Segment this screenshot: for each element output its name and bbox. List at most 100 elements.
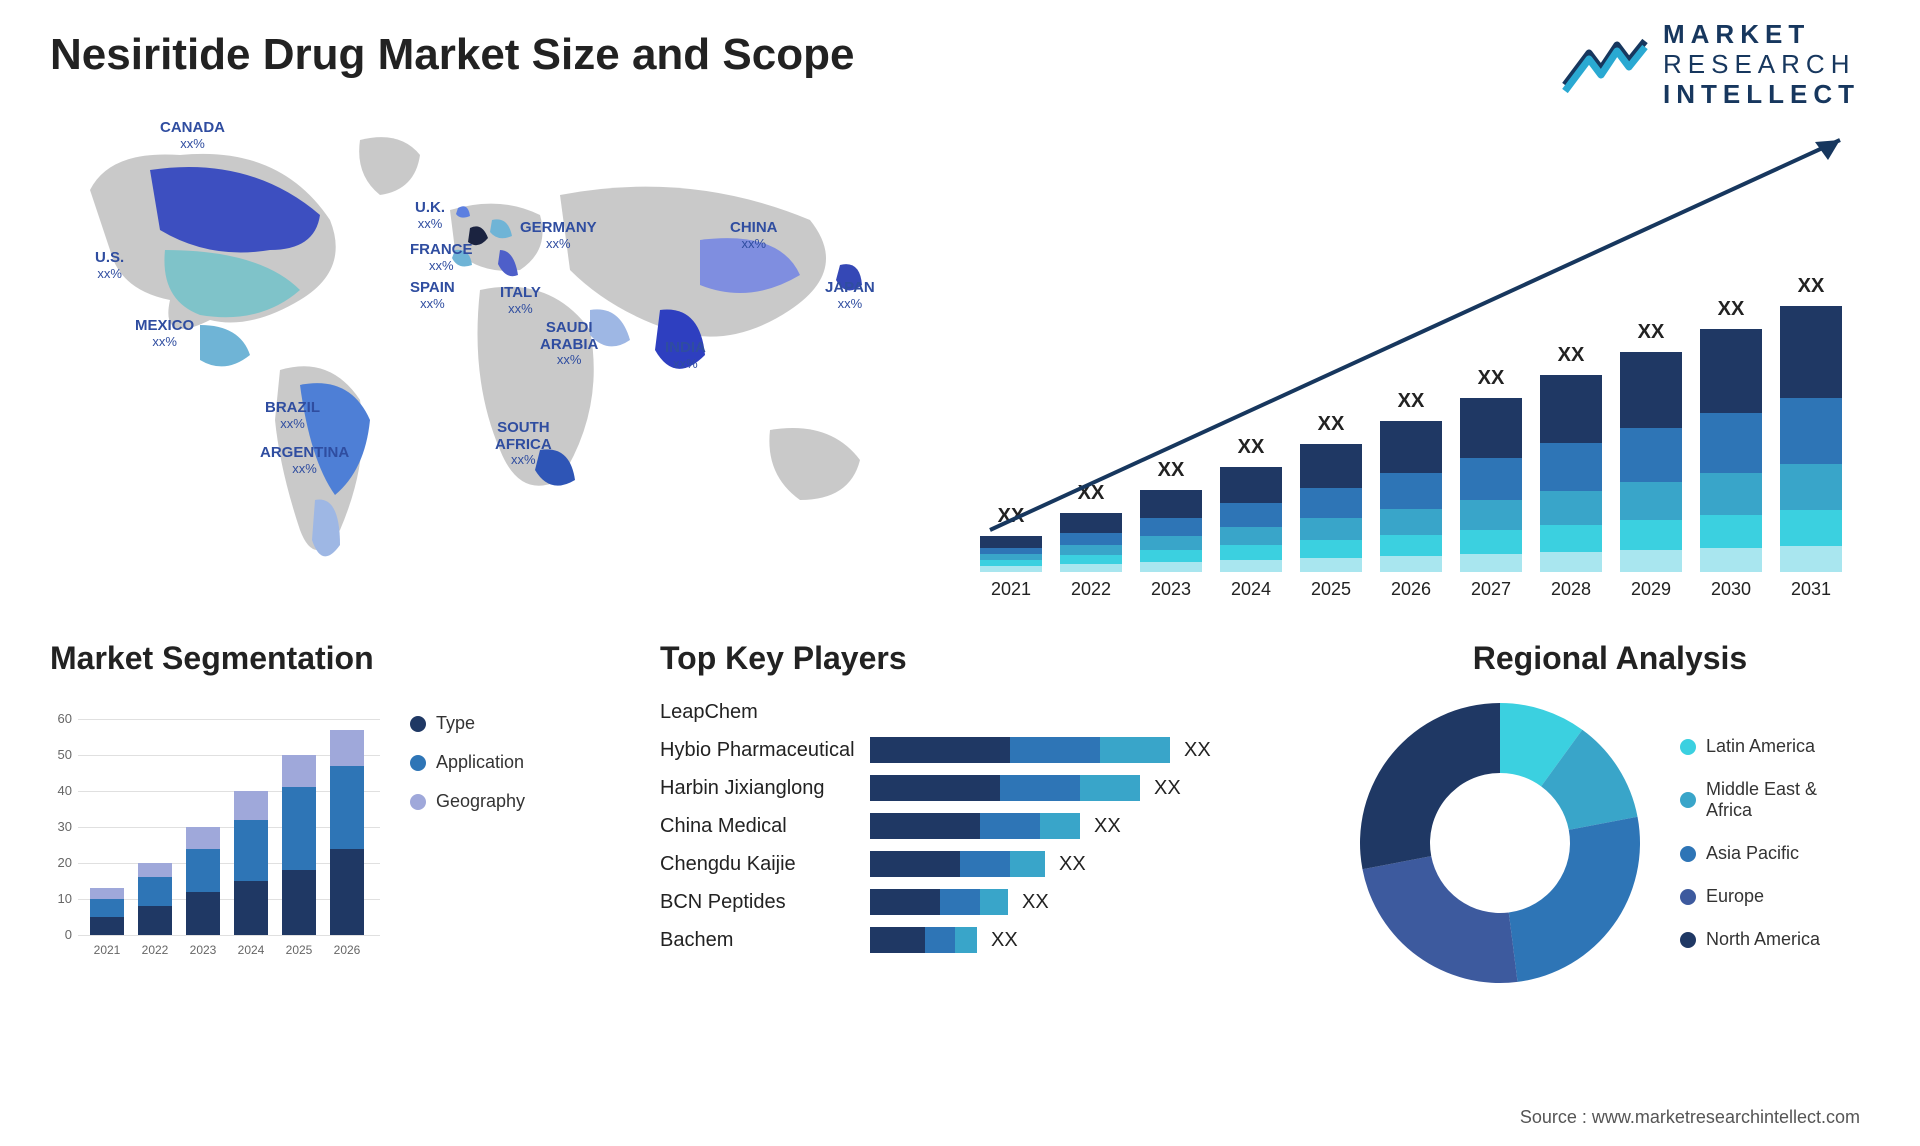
growth-bar-segment bbox=[1620, 550, 1682, 572]
segmentation-title: Market Segmentation bbox=[50, 640, 610, 677]
player-bar-segment bbox=[1010, 851, 1045, 877]
growth-bar-segment bbox=[1620, 352, 1682, 428]
seg-bar-segment bbox=[186, 849, 220, 892]
brand-logo: MARKET RESEARCH INTELLECT bbox=[1561, 20, 1860, 110]
growth-bar-year: 2024 bbox=[1220, 579, 1282, 600]
growth-bar-segment bbox=[1540, 375, 1602, 443]
seg-x-label: 2022 bbox=[138, 943, 172, 957]
seg-y-tick: 10 bbox=[50, 891, 72, 906]
growth-bar-segment bbox=[1460, 398, 1522, 458]
seg-bar-segment bbox=[282, 755, 316, 787]
player-bar bbox=[870, 889, 1008, 915]
legend-label: Geography bbox=[436, 791, 525, 812]
growth-bar-segment bbox=[1540, 525, 1602, 552]
growth-bar-value: XX bbox=[1620, 321, 1682, 344]
growth-bar-2021 bbox=[980, 536, 1042, 572]
map-label-brazil: BRAZILxx% bbox=[265, 400, 320, 431]
seg-legend-item: Application bbox=[410, 752, 525, 773]
legend-dot-icon bbox=[1680, 889, 1696, 905]
growth-bar-value: XX bbox=[1780, 275, 1842, 298]
legend-dot-icon bbox=[410, 755, 426, 771]
player-bar-segment bbox=[1100, 737, 1170, 763]
key-players-title: Top Key Players bbox=[660, 640, 1300, 677]
seg-bar-segment bbox=[90, 888, 124, 899]
growth-bar-segment bbox=[1460, 458, 1522, 500]
player-name: Harbin Jixianglong bbox=[660, 777, 870, 800]
player-bar-segment bbox=[870, 813, 980, 839]
growth-bar-year: 2026 bbox=[1380, 579, 1442, 600]
player-value: XX bbox=[1094, 815, 1121, 838]
seg-bar-segment bbox=[282, 787, 316, 870]
logo-swoosh-icon bbox=[1561, 33, 1649, 97]
growth-bar-segment bbox=[1380, 509, 1442, 535]
region-legend-item: Europe bbox=[1680, 886, 1820, 907]
growth-bar-segment bbox=[1540, 491, 1602, 525]
player-bar-segment bbox=[870, 927, 925, 953]
growth-bar-segment bbox=[1780, 546, 1842, 572]
growth-bar-segment bbox=[1380, 556, 1442, 572]
seg-bar-segment bbox=[234, 820, 268, 881]
seg-x-label: 2024 bbox=[234, 943, 268, 957]
growth-bar-segment bbox=[1220, 527, 1282, 545]
player-bar-segment bbox=[960, 851, 1010, 877]
bottom-row: Market Segmentation 01020304050602021202… bbox=[50, 640, 1870, 993]
legend-label: Asia Pacific bbox=[1706, 843, 1799, 864]
growth-bar-year: 2022 bbox=[1060, 579, 1122, 600]
player-bar-segment bbox=[870, 889, 940, 915]
seg-bar-segment bbox=[138, 877, 172, 906]
player-bar bbox=[870, 851, 1045, 877]
growth-bar-segment bbox=[1300, 488, 1362, 518]
legend-dot-icon bbox=[410, 794, 426, 810]
player-row: Harbin JixianglongXX bbox=[660, 769, 1300, 807]
seg-x-label: 2021 bbox=[90, 943, 124, 957]
logo-line1: MARKET bbox=[1663, 19, 1810, 49]
growth-bar-segment bbox=[1140, 490, 1202, 518]
player-bar-segment bbox=[870, 775, 1000, 801]
growth-bar-2022 bbox=[1060, 513, 1122, 572]
player-bar-segment bbox=[870, 737, 1010, 763]
legend-dot-icon bbox=[1680, 846, 1696, 862]
growth-bar-segment bbox=[1220, 503, 1282, 527]
player-bar-segment bbox=[1010, 737, 1100, 763]
player-bar-segment bbox=[940, 889, 980, 915]
growth-bar-2030 bbox=[1700, 329, 1762, 572]
growth-bar-segment bbox=[1300, 444, 1362, 488]
map-label-saudi-arabia: SAUDIARABIAxx% bbox=[540, 320, 598, 367]
player-row: LeapChem bbox=[660, 693, 1300, 731]
map-label-japan: JAPANxx% bbox=[825, 280, 875, 311]
seg-bar-segment bbox=[138, 906, 172, 935]
player-bar-segment bbox=[980, 813, 1040, 839]
seg-bar-segment bbox=[90, 899, 124, 917]
seg-bar-segment bbox=[186, 892, 220, 935]
growth-bar-2024 bbox=[1220, 467, 1282, 572]
region-legend-item: North America bbox=[1680, 929, 1820, 950]
regional-legend: Latin AmericaMiddle East &AfricaAsia Pac… bbox=[1680, 736, 1820, 950]
seg-bar-segment bbox=[90, 917, 124, 935]
growth-bar-2027 bbox=[1460, 398, 1522, 572]
seg-y-tick: 50 bbox=[50, 747, 72, 762]
growth-bar-value: XX bbox=[1060, 482, 1122, 505]
growth-bar-segment bbox=[1380, 473, 1442, 509]
map-label-u-k-: U.K.xx% bbox=[415, 200, 445, 231]
player-name: China Medical bbox=[660, 815, 870, 838]
seg-bar-2023 bbox=[186, 827, 220, 935]
growth-bar-value: XX bbox=[1460, 367, 1522, 390]
growth-bar-segment bbox=[1700, 515, 1762, 548]
top-row: CANADAxx%U.S.xx%MEXICOxx%U.K.xx%FRANCExx… bbox=[50, 100, 1870, 600]
legend-label: Latin America bbox=[1706, 736, 1815, 757]
seg-bar-segment bbox=[282, 870, 316, 935]
growth-bar-segment bbox=[1300, 558, 1362, 572]
seg-bar-2025 bbox=[282, 755, 316, 935]
legend-label: Application bbox=[436, 752, 524, 773]
growth-bar-segment bbox=[1540, 552, 1602, 572]
player-name: Bachem bbox=[660, 929, 870, 952]
growth-bar-segment bbox=[1700, 413, 1762, 473]
growth-bar-segment bbox=[1460, 554, 1522, 572]
growth-bar-segment bbox=[1380, 535, 1442, 556]
seg-bar-segment bbox=[138, 863, 172, 877]
growth-bar-segment bbox=[1060, 533, 1122, 545]
key-players-panel: Top Key Players LeapChemHybio Pharmaceut… bbox=[660, 640, 1300, 993]
seg-bar-2024 bbox=[234, 791, 268, 935]
logo-text: MARKET RESEARCH INTELLECT bbox=[1663, 20, 1860, 110]
growth-bar-2025 bbox=[1300, 444, 1362, 572]
